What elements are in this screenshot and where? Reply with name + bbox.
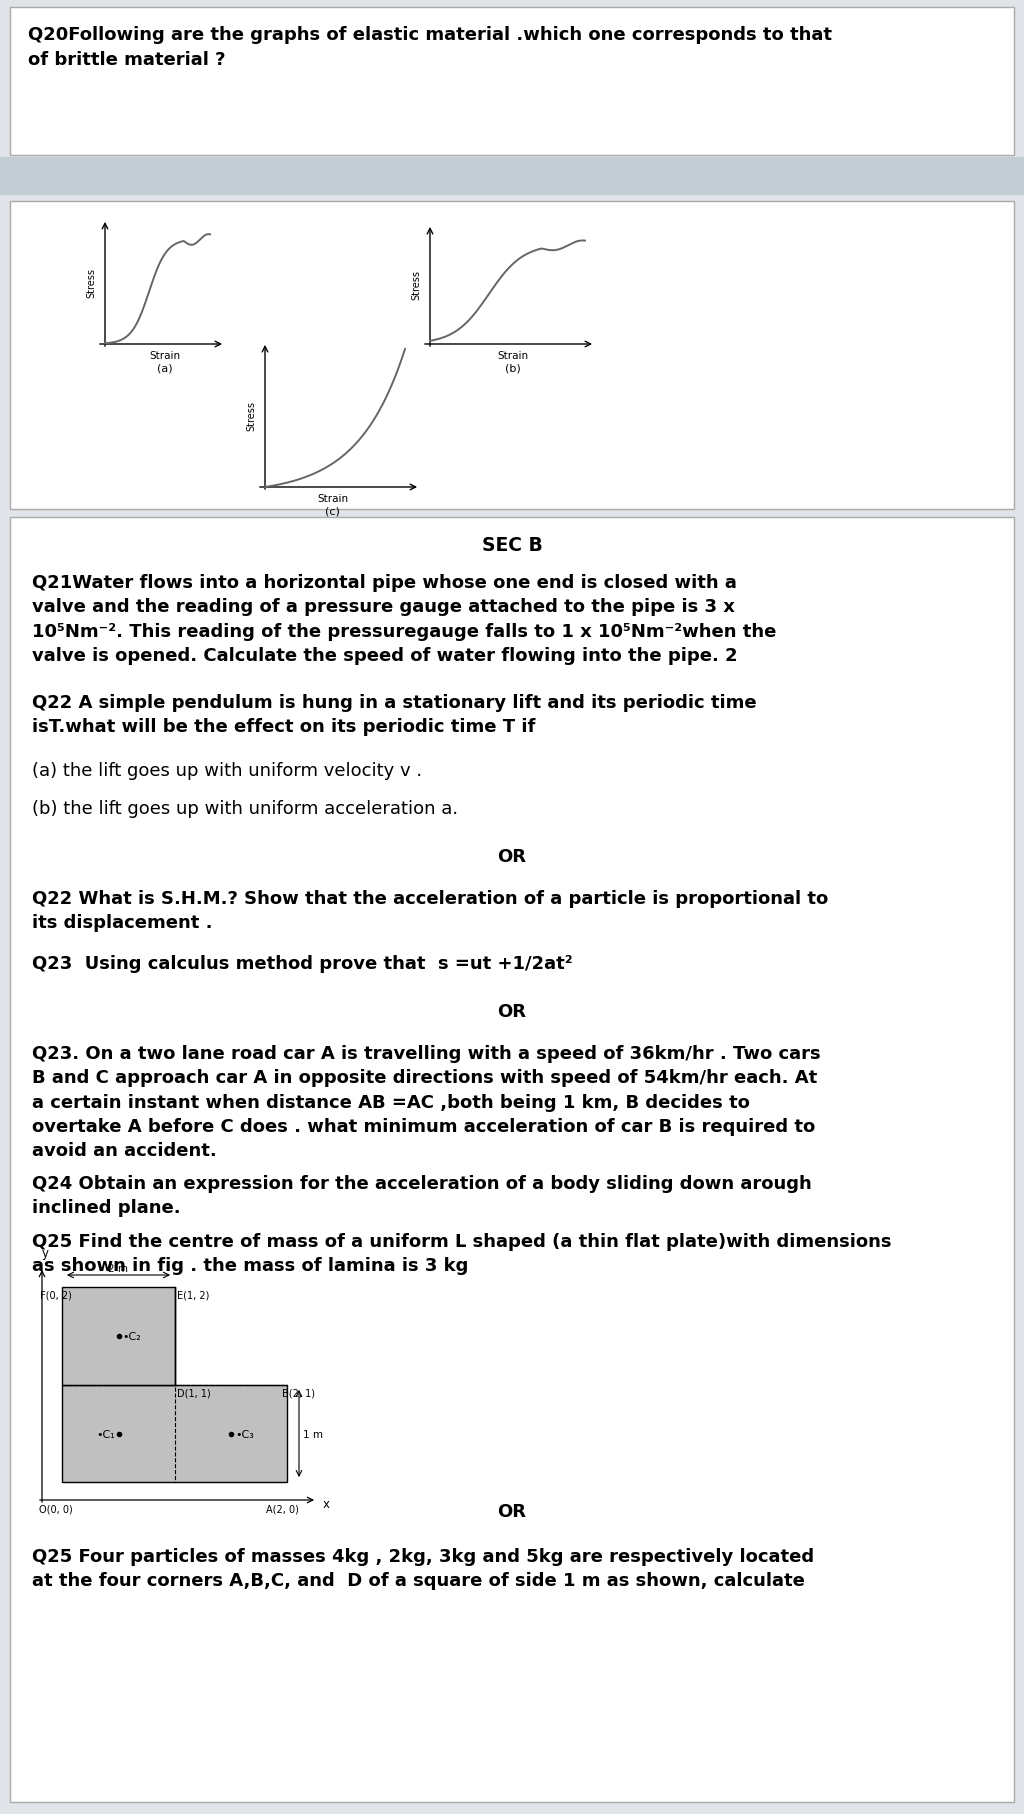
Text: Stress: Stress [411, 270, 421, 299]
Text: Q21Water flows into a horizontal pipe whose one end is closed with a
valve and t: Q21Water flows into a horizontal pipe wh… [32, 573, 776, 664]
Text: Q23. On a two lane road car A is travelling with a speed of 36km/hr . Two cars
B: Q23. On a two lane road car A is travell… [32, 1045, 820, 1159]
Bar [62, 1386, 287, 1482]
Bar [62, 1288, 175, 1386]
Text: Q23  Using calculus method prove that  s =ut +1/2at²: Q23 Using calculus method prove that s =… [32, 954, 572, 972]
Text: B(2, 1): B(2, 1) [282, 1388, 315, 1397]
Text: (b) the lift goes up with uniform acceleration a.: (b) the lift goes up with uniform accele… [32, 800, 458, 818]
Text: 2 m: 2 m [109, 1263, 128, 1273]
Text: OR: OR [498, 1502, 526, 1520]
Bar [10, 7, 1014, 156]
Text: (a): (a) [158, 363, 173, 374]
Text: Q25 Four particles of masses 4kg , 2kg, 3kg and 5kg are respectively located
at : Q25 Four particles of masses 4kg , 2kg, … [32, 1547, 814, 1589]
Text: E(1, 2): E(1, 2) [177, 1290, 209, 1299]
Text: y: y [42, 1246, 48, 1259]
Text: Strain: Strain [497, 350, 528, 361]
Text: (c): (c) [325, 506, 340, 515]
Bar [0, 158, 1024, 196]
Text: •C₃: •C₃ [234, 1429, 254, 1439]
Text: •C₁: •C₁ [96, 1429, 116, 1439]
Text: A(2, 0): A(2, 0) [265, 1504, 298, 1515]
Text: OR: OR [498, 847, 526, 865]
Text: F(0, 2): F(0, 2) [40, 1290, 72, 1299]
Text: D(1, 1): D(1, 1) [177, 1388, 211, 1397]
Text: (a) the lift goes up with uniform velocity v .: (a) the lift goes up with uniform veloci… [32, 762, 422, 780]
Bar [10, 201, 1014, 510]
Text: Q22 A simple pendulum is hung in a stationary lift and its periodic time
isT.wha: Q22 A simple pendulum is hung in a stati… [32, 693, 757, 736]
Bar [10, 517, 1014, 1801]
Text: Q24 Obtain an expression for the acceleration of a body sliding down arough
incl: Q24 Obtain an expression for the acceler… [32, 1174, 812, 1217]
Text: SEC B: SEC B [481, 535, 543, 555]
Text: •C₂: •C₂ [123, 1331, 141, 1341]
Text: Stress: Stress [246, 401, 256, 430]
Text: x: x [323, 1497, 330, 1509]
Text: Q20Following are the graphs of elastic material .which one corresponds to that
o: Q20Following are the graphs of elastic m… [28, 25, 831, 69]
Text: 1 m: 1 m [303, 1429, 323, 1439]
Text: Strain: Strain [150, 350, 180, 361]
Text: O(0, 0): O(0, 0) [39, 1504, 73, 1515]
Text: Strain: Strain [317, 493, 348, 504]
Text: Stress: Stress [86, 267, 96, 297]
Text: Q25 Find the centre of mass of a uniform L shaped (a thin flat plate)with dimens: Q25 Find the centre of mass of a uniform… [32, 1232, 892, 1275]
Text: OR: OR [498, 1003, 526, 1021]
Text: (b): (b) [505, 363, 520, 374]
Text: Q22 What is S.H.M.? Show that the acceleration of a particle is proportional to
: Q22 What is S.H.M.? Show that the accele… [32, 889, 828, 932]
